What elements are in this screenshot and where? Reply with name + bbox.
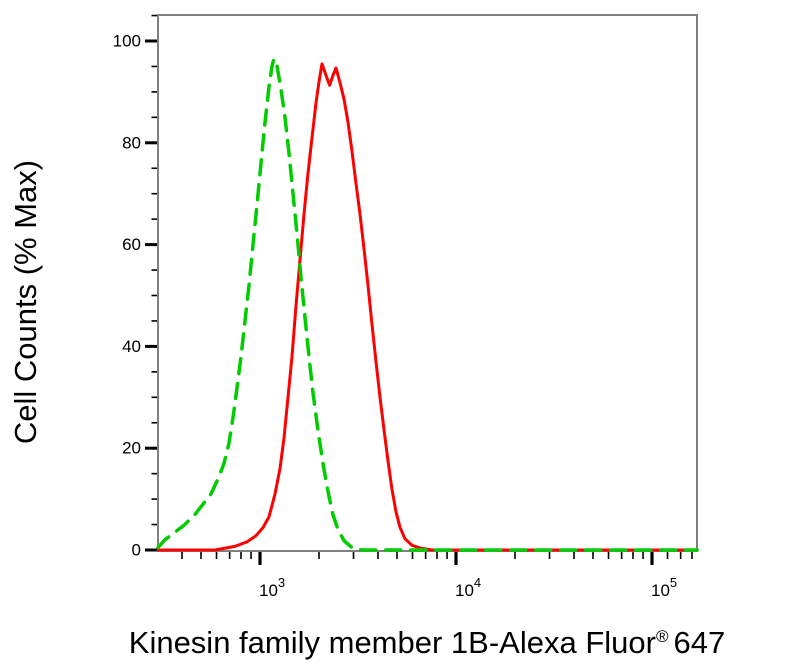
x-tick-label: 103	[259, 575, 285, 600]
y-axis-label: Cell Counts (% Max)	[8, 160, 43, 444]
plot-frame	[157, 14, 698, 552]
y-tick-label: 100	[113, 32, 141, 51]
y-tick-label: 80	[122, 133, 141, 152]
registered-trademark-icon: ®	[656, 627, 669, 646]
y-tick-label: 0	[132, 541, 141, 560]
tick-labels: 0 20 40 60 80 100 103 104 105	[113, 32, 678, 601]
axis-ticks	[145, 14, 693, 565]
x-tick-label: 104	[455, 575, 481, 600]
x-axis-title-suffix: 647	[673, 625, 725, 660]
y-tick-label: 60	[122, 235, 141, 254]
y-tick-label: 40	[122, 337, 141, 356]
histogram-curves	[156, 57, 699, 552]
x-axis-title: Kinesin family member 1B-Alexa Fluor® 647	[129, 625, 725, 660]
x-axis-title-main: Kinesin family member 1B-Alexa Fluor	[129, 625, 656, 660]
y-tick-label: 20	[122, 439, 141, 458]
green-dashed-curve	[156, 57, 699, 552]
x-tick-label: 105	[651, 575, 677, 600]
red-solid-curve	[156, 62, 699, 552]
